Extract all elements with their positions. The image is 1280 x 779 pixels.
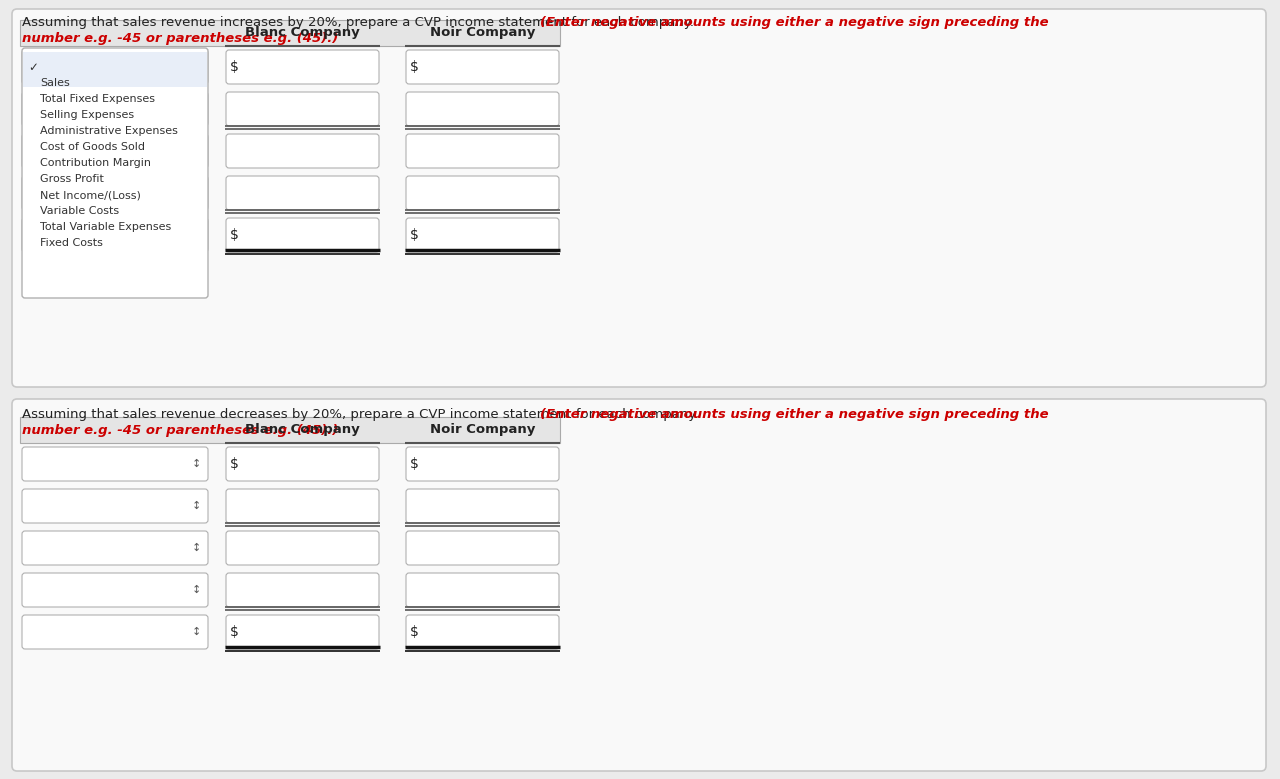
FancyBboxPatch shape <box>227 218 379 252</box>
FancyBboxPatch shape <box>406 134 559 168</box>
FancyBboxPatch shape <box>406 573 559 607</box>
Text: $: $ <box>230 228 239 242</box>
FancyBboxPatch shape <box>22 176 207 210</box>
FancyBboxPatch shape <box>406 176 559 210</box>
FancyBboxPatch shape <box>22 92 207 126</box>
Text: ✓: ✓ <box>28 61 38 73</box>
FancyBboxPatch shape <box>22 447 207 481</box>
FancyBboxPatch shape <box>406 615 559 649</box>
Text: (Enter negative amounts using either a negative sign preceding the: (Enter negative amounts using either a n… <box>540 16 1048 29</box>
FancyBboxPatch shape <box>227 615 379 649</box>
FancyBboxPatch shape <box>22 573 207 607</box>
FancyBboxPatch shape <box>406 447 559 481</box>
Text: ↕: ↕ <box>191 585 201 595</box>
FancyBboxPatch shape <box>227 92 379 126</box>
FancyBboxPatch shape <box>406 218 559 252</box>
FancyBboxPatch shape <box>406 50 559 84</box>
Bar <box>20 20 561 46</box>
FancyBboxPatch shape <box>227 531 379 565</box>
Text: $: $ <box>230 60 239 74</box>
Text: number e.g. -45 or parentheses e.g. (45).): number e.g. -45 or parentheses e.g. (45)… <box>22 32 338 45</box>
Text: $: $ <box>230 625 239 639</box>
Text: ↕: ↕ <box>191 62 201 72</box>
Text: $: $ <box>410 60 419 74</box>
FancyBboxPatch shape <box>227 176 379 210</box>
FancyBboxPatch shape <box>22 218 207 252</box>
Text: ↕: ↕ <box>191 459 201 469</box>
FancyBboxPatch shape <box>22 48 207 298</box>
Text: ↕: ↕ <box>191 627 201 637</box>
FancyBboxPatch shape <box>22 50 207 84</box>
Text: Variable Costs: Variable Costs <box>40 206 119 216</box>
FancyBboxPatch shape <box>406 489 559 523</box>
FancyBboxPatch shape <box>406 531 559 565</box>
Text: Net Income/(Loss): Net Income/(Loss) <box>40 190 141 200</box>
FancyBboxPatch shape <box>227 489 379 523</box>
Text: ↕: ↕ <box>191 104 201 114</box>
FancyBboxPatch shape <box>22 134 207 168</box>
FancyBboxPatch shape <box>22 531 207 565</box>
Text: (Enter negative amounts using either a negative sign preceding the: (Enter negative amounts using either a n… <box>540 408 1048 421</box>
Text: ↕: ↕ <box>191 188 201 198</box>
Text: Noir Company: Noir Company <box>430 26 535 38</box>
FancyBboxPatch shape <box>227 50 379 84</box>
FancyBboxPatch shape <box>406 92 559 126</box>
Text: Total Variable Expenses: Total Variable Expenses <box>40 222 172 232</box>
FancyBboxPatch shape <box>12 399 1266 771</box>
Bar <box>23 52 207 87</box>
Text: Contribution Margin: Contribution Margin <box>40 158 151 168</box>
FancyBboxPatch shape <box>227 447 379 481</box>
FancyBboxPatch shape <box>227 573 379 607</box>
Text: number e.g. -45 or parentheses e.g. (45).): number e.g. -45 or parentheses e.g. (45)… <box>22 424 338 437</box>
FancyBboxPatch shape <box>22 615 207 649</box>
FancyBboxPatch shape <box>22 489 207 523</box>
Text: Sales: Sales <box>40 78 69 88</box>
Text: $: $ <box>230 457 239 471</box>
Text: ↕: ↕ <box>191 501 201 511</box>
Text: Selling Expenses: Selling Expenses <box>40 110 134 120</box>
FancyBboxPatch shape <box>12 9 1266 387</box>
Text: Cost of Goods Sold: Cost of Goods Sold <box>40 142 145 152</box>
Bar <box>20 417 561 443</box>
Text: Total Fixed Expenses: Total Fixed Expenses <box>40 94 155 104</box>
Text: $: $ <box>410 228 419 242</box>
Text: Administrative Expenses: Administrative Expenses <box>40 126 178 136</box>
Text: Gross Profit: Gross Profit <box>40 174 104 184</box>
Text: Assuming that sales revenue decreases by 20%, prepare a CVP income statement for: Assuming that sales revenue decreases by… <box>22 408 703 421</box>
Text: $: $ <box>410 457 419 471</box>
Text: ↕: ↕ <box>191 230 201 240</box>
Text: Assuming that sales revenue increases by 20%, prepare a CVP income statement for: Assuming that sales revenue increases by… <box>22 16 699 29</box>
Text: Noir Company: Noir Company <box>430 422 535 435</box>
Text: ↕: ↕ <box>191 146 201 156</box>
Text: Blanc Company: Blanc Company <box>246 422 360 435</box>
FancyBboxPatch shape <box>227 134 379 168</box>
Text: Blanc Company: Blanc Company <box>246 26 360 38</box>
Text: Fixed Costs: Fixed Costs <box>40 238 102 248</box>
Text: ↕: ↕ <box>191 543 201 553</box>
Text: $: $ <box>410 625 419 639</box>
